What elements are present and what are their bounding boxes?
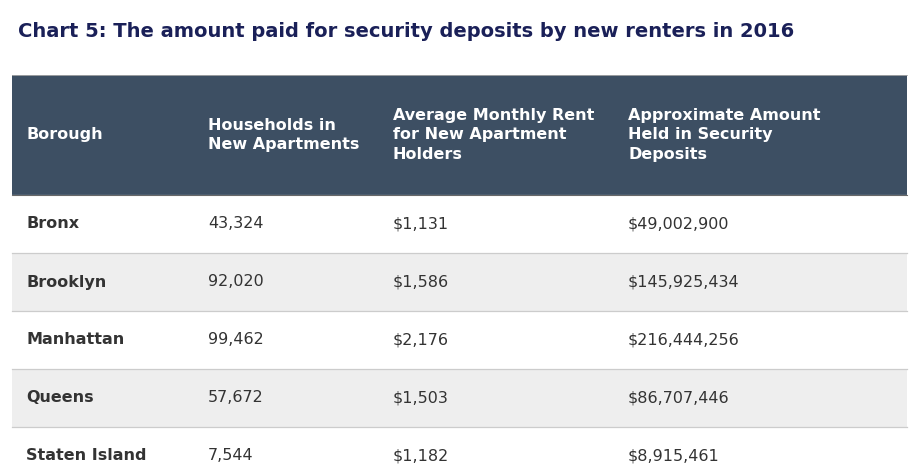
Text: Brooklyn: Brooklyn	[26, 275, 107, 290]
Text: Borough: Borough	[26, 127, 103, 142]
Text: $1,182: $1,182	[393, 448, 449, 464]
Text: $1,131: $1,131	[393, 217, 449, 232]
Bar	[12, 253, 907, 311]
Text: Queens: Queens	[26, 390, 94, 405]
Text: $49,002,900: $49,002,900	[628, 217, 730, 232]
Bar	[12, 311, 907, 369]
Text: 43,324: 43,324	[208, 217, 264, 232]
Text: $1,503: $1,503	[393, 390, 448, 405]
Text: $8,915,461: $8,915,461	[628, 448, 720, 464]
Text: 57,672: 57,672	[208, 390, 264, 405]
Text: $216,444,256: $216,444,256	[628, 333, 740, 347]
Text: Staten Island: Staten Island	[26, 448, 146, 464]
Bar	[12, 195, 907, 253]
Text: Bronx: Bronx	[26, 217, 79, 232]
Bar	[12, 369, 907, 427]
Text: Chart 5: The amount paid for security deposits by new renters in 2016: Chart 5: The amount paid for security de…	[18, 22, 794, 41]
Text: $86,707,446: $86,707,446	[628, 390, 730, 405]
Text: $2,176: $2,176	[393, 333, 449, 347]
Text: 99,462: 99,462	[208, 333, 264, 347]
Text: 7,544: 7,544	[208, 448, 254, 464]
Text: Households in
New Apartments: Households in New Apartments	[208, 118, 359, 152]
Text: Approximate Amount
Held in Security
Deposits: Approximate Amount Held in Security Depo…	[628, 108, 821, 162]
Bar	[12, 427, 907, 467]
Text: $1,586: $1,586	[393, 275, 449, 290]
Text: Manhattan: Manhattan	[26, 333, 124, 347]
Text: 92,020: 92,020	[208, 275, 264, 290]
Text: Average Monthly Rent
for New Apartment
Holders: Average Monthly Rent for New Apartment H…	[393, 108, 595, 162]
Text: $145,925,434: $145,925,434	[628, 275, 740, 290]
Bar	[12, 75, 907, 195]
